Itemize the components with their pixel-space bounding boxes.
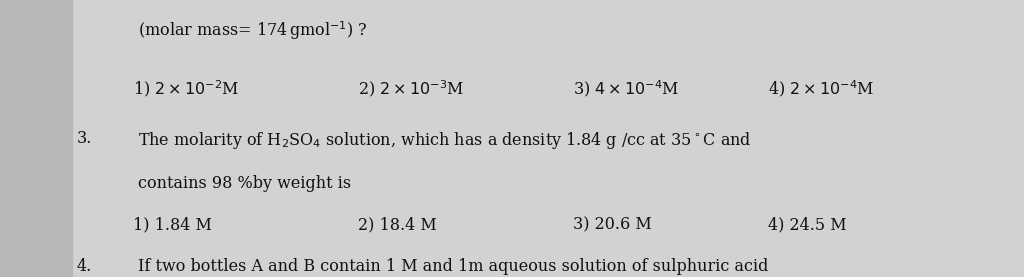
Text: 4) 24.5 M: 4) 24.5 M	[768, 216, 847, 233]
Bar	[0, 0, 72, 277]
Text: 3) $4\times10^{-4}$M: 3) $4\times10^{-4}$M	[573, 78, 680, 99]
Text: contains 98 %by weight is: contains 98 %by weight is	[138, 175, 351, 191]
Text: The molarity of H$_2$SO$_4$ solution, which has a density 1.84 g /cc at 35$^\cir: The molarity of H$_2$SO$_4$ solution, wh…	[138, 130, 752, 151]
Text: (molar mass= 174$\,$gmol$^{-1}$) ?: (molar mass= 174$\,$gmol$^{-1}$) ?	[138, 19, 368, 42]
Text: 1) $2\times10^{-2}$M: 1) $2\times10^{-2}$M	[133, 78, 240, 99]
Text: 2) 18.4 M: 2) 18.4 M	[358, 216, 437, 233]
Text: 2) $2\times10^{-3}$M: 2) $2\times10^{-3}$M	[358, 78, 465, 99]
Text: 1) 1.84 M: 1) 1.84 M	[133, 216, 212, 233]
Text: 4) $2\times10^{-4}$M: 4) $2\times10^{-4}$M	[768, 78, 874, 99]
Text: 3.: 3.	[77, 130, 92, 147]
Text: If two bottles A and B contain 1 M and 1m aqueous solution of sulphuric acid: If two bottles A and B contain 1 M and 1…	[138, 258, 769, 275]
Text: 3) 20.6 M: 3) 20.6 M	[573, 216, 652, 233]
Text: 4.: 4.	[77, 258, 92, 275]
